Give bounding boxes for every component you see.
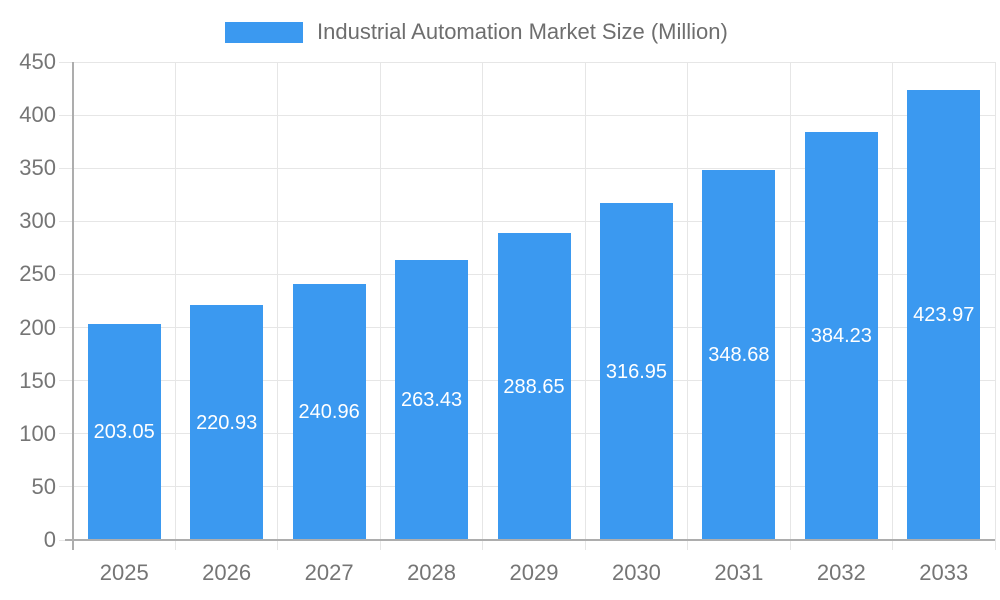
y-gridline	[59, 167, 995, 169]
bar-value-label: 288.65	[503, 375, 565, 398]
x-axis-tick-label: 2033	[919, 560, 969, 585]
x-axis-tick-label: 2030	[611, 560, 661, 585]
y-axis-tick-label: 350	[19, 155, 56, 181]
bar-value-label: 263.43	[400, 389, 463, 412]
bar-2032[interactable]	[804, 131, 878, 540]
legend-swatch-icon[interactable]	[225, 21, 303, 43]
y-axis-tick-label: 100	[19, 420, 56, 446]
bar-value-label: 384.23	[810, 324, 872, 347]
y-axis-line	[72, 62, 74, 550]
bar-2025[interactable]	[87, 324, 161, 540]
x-axis-tick-label: 2029	[509, 560, 559, 585]
bar-value-label: 423.97	[913, 303, 975, 326]
y-axis-tick-label: 0	[43, 527, 56, 552]
y-axis-tick-label: 50	[31, 473, 56, 499]
bar-value-label: 203.05	[93, 421, 155, 444]
y-gridline	[59, 114, 995, 116]
x-gridline	[789, 62, 791, 550]
y-axis-tick-label: 150	[19, 367, 56, 393]
bar-2026[interactable]	[190, 305, 264, 540]
bar-value-label: 220.93	[196, 411, 258, 434]
bar-2031[interactable]	[702, 169, 776, 540]
bar-value-label: 240.96	[298, 401, 360, 424]
bar-value-label: 348.68	[708, 343, 770, 366]
x-axis-tick-label: 2026	[202, 560, 252, 585]
x-axis-line	[65, 539, 995, 541]
y-axis-tick-label: 400	[19, 102, 56, 128]
y-axis-tick-label: 250	[19, 261, 56, 287]
x-axis-tick-label: 2028	[407, 560, 457, 585]
chart-legend[interactable]: Industrial Automation Market Size (Milli…	[225, 20, 728, 44]
x-gridline	[277, 62, 279, 550]
x-axis-tick-label: 2027	[304, 560, 354, 585]
x-gridline	[584, 62, 586, 550]
bar-2033[interactable]	[907, 89, 981, 540]
y-gridline	[59, 61, 995, 63]
x-gridline	[174, 62, 176, 550]
x-gridline	[379, 62, 381, 550]
bar-2027[interactable]	[292, 284, 366, 540]
bar-2030[interactable]	[599, 203, 673, 540]
x-axis-tick-label: 2031	[714, 560, 764, 585]
bar-2028[interactable]	[395, 260, 469, 540]
x-gridline	[994, 62, 996, 550]
x-axis-tick-label: 2032	[816, 560, 866, 585]
bar-value-label: 316.95	[605, 360, 668, 383]
x-gridline	[892, 62, 894, 550]
y-axis-tick-label: 450	[19, 49, 56, 74]
y-axis-tick-label: 200	[19, 314, 56, 340]
bar-2029[interactable]	[497, 233, 571, 540]
x-gridline	[687, 62, 689, 550]
x-gridline	[482, 62, 484, 550]
y-axis-tick-label: 300	[19, 208, 56, 234]
legend-label[interactable]: Industrial Automation Market Size (Milli…	[317, 19, 728, 44]
y-gridline	[59, 220, 995, 222]
x-axis-tick-label: 2025	[99, 560, 149, 585]
